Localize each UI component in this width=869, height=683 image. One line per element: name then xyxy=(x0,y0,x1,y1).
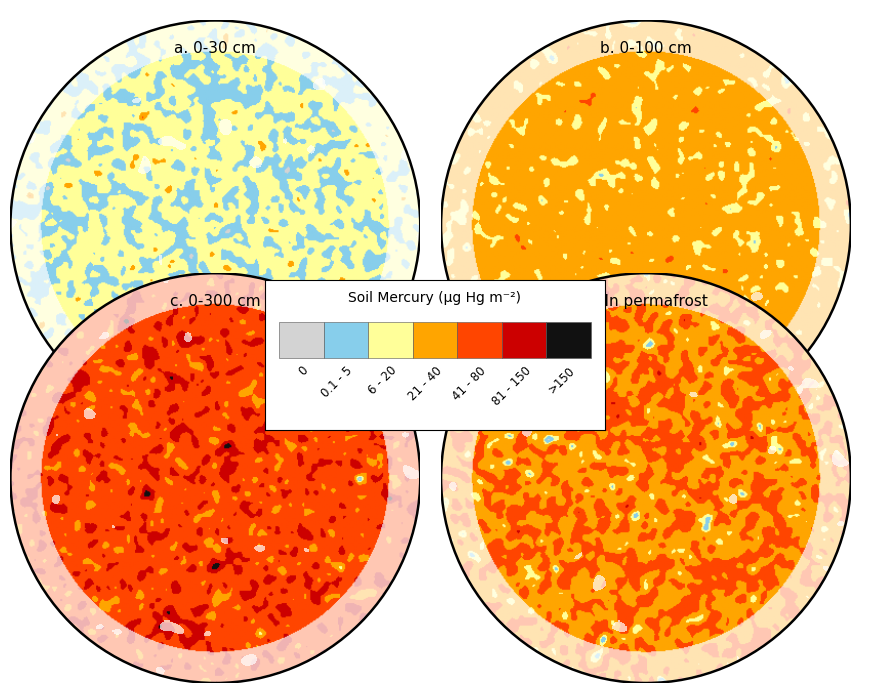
Circle shape xyxy=(441,273,850,683)
FancyBboxPatch shape xyxy=(323,322,368,358)
Text: c. 0-300 cm: c. 0-300 cm xyxy=(169,294,261,309)
FancyBboxPatch shape xyxy=(368,322,412,358)
Circle shape xyxy=(10,20,420,430)
FancyBboxPatch shape xyxy=(457,322,501,358)
Text: d. In permafrost: d. In permafrost xyxy=(584,294,706,309)
Circle shape xyxy=(441,20,850,430)
Text: 21 - 40: 21 - 40 xyxy=(405,364,444,403)
Text: Soil Mercury (µg Hg m⁻²): Soil Mercury (µg Hg m⁻²) xyxy=(348,290,521,305)
Text: 6 - 20: 6 - 20 xyxy=(366,364,399,398)
Circle shape xyxy=(10,273,420,683)
Text: 0.1 - 5: 0.1 - 5 xyxy=(319,364,355,400)
Text: 41 - 80: 41 - 80 xyxy=(449,364,488,403)
FancyBboxPatch shape xyxy=(412,322,457,358)
Text: 81 - 150: 81 - 150 xyxy=(489,364,533,408)
FancyBboxPatch shape xyxy=(279,322,323,358)
Text: b. 0-100 cm: b. 0-100 cm xyxy=(600,41,691,56)
FancyBboxPatch shape xyxy=(501,322,546,358)
Text: 0: 0 xyxy=(295,364,310,378)
Text: a. 0-30 cm: a. 0-30 cm xyxy=(174,41,256,56)
Text: >150: >150 xyxy=(546,364,577,396)
FancyBboxPatch shape xyxy=(546,322,590,358)
